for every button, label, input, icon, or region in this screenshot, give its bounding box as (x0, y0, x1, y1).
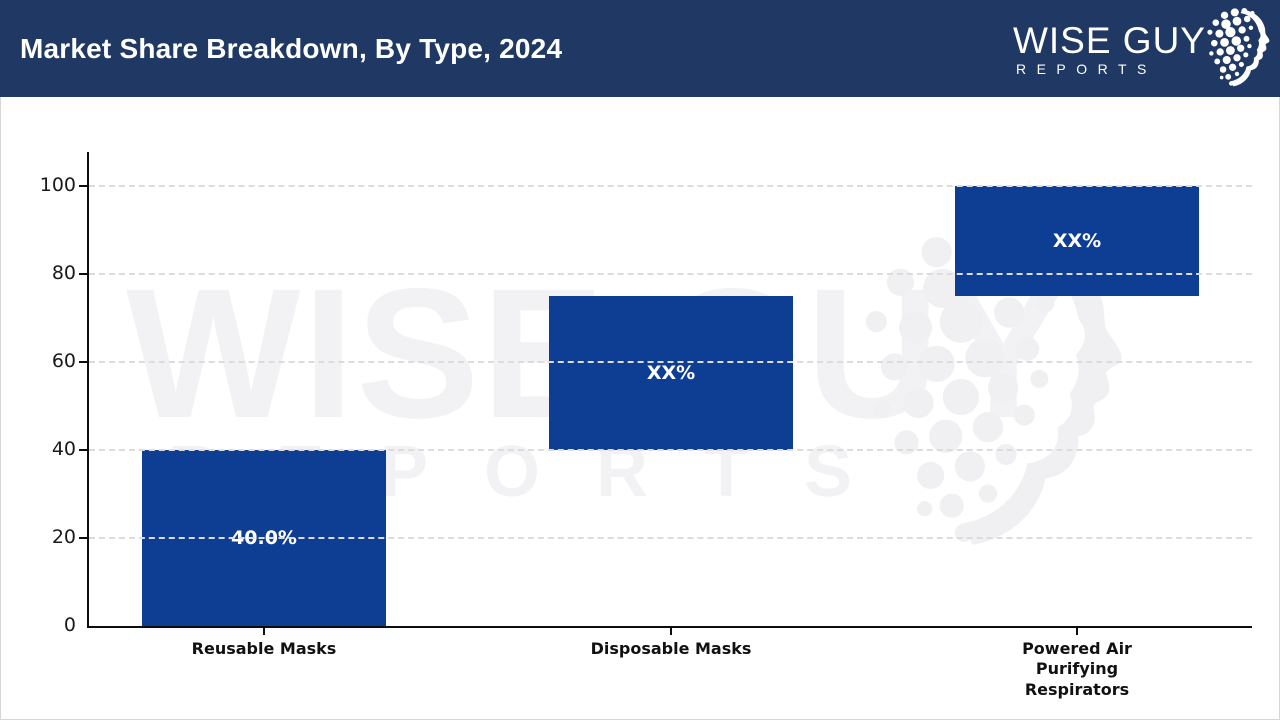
bar-disposable-masks: XX% (549, 296, 793, 450)
y-tick-mark-80 (79, 273, 87, 275)
gridline-y-40 (89, 449, 1252, 451)
y-tick-label-40: 40 (51, 438, 76, 460)
x-tick-mark-powered-air-purifying-respirators (1076, 628, 1078, 635)
brand-logo-text: WISE GUY REPORTS (1013, 22, 1206, 76)
gridline-y-100 (89, 185, 1252, 187)
gridline-y-20 (89, 537, 1252, 539)
bar-powered-air-purifying-respirators: XX% (955, 186, 1199, 296)
y-tick-label-80: 80 (51, 262, 76, 284)
y-tick-mark-20 (79, 537, 87, 539)
bar-value-label-powered-air-purifying-respirators: XX% (1052, 230, 1102, 252)
gridline-y-60 (89, 361, 1252, 363)
y-tick-mark-40 (79, 449, 87, 451)
x-tick-mark-reusable-masks (263, 628, 265, 635)
brand-subtitle: REPORTS (1015, 60, 1157, 77)
y-axis-line (87, 152, 89, 628)
brand-name: WISE GUY (1012, 19, 1206, 61)
page-title: Market Share Breakdown, By Type, 2024 (20, 32, 563, 64)
y-tick-label-20: 20 (51, 526, 76, 548)
brand-logo: WISE GUY REPORTS (1013, 0, 1272, 97)
bar-value-label-disposable-masks: XX% (646, 362, 696, 384)
x-category-label-disposable-masks: Disposable Masks (590, 639, 752, 658)
x-axis-line (87, 626, 1252, 628)
x-category-label-reusable-masks: Reusable Masks (191, 639, 337, 658)
y-tick-label-0: 0 (63, 614, 76, 636)
brand-face-icon (1207, 7, 1270, 86)
header-bar: Market Share Breakdown, By Type, 2024 WI… (0, 0, 1280, 97)
y-tick-label-60: 60 (51, 350, 76, 372)
x-category-label-powered-air-purifying-respirators: Powered Air Purifying Respirators (1022, 639, 1132, 699)
y-tick-mark-60 (79, 361, 87, 363)
x-tick-mark-disposable-masks (670, 628, 672, 635)
gridline-y-80 (89, 273, 1252, 275)
y-tick-mark-100 (79, 185, 87, 187)
y-tick-label-100: 100 (39, 174, 76, 196)
